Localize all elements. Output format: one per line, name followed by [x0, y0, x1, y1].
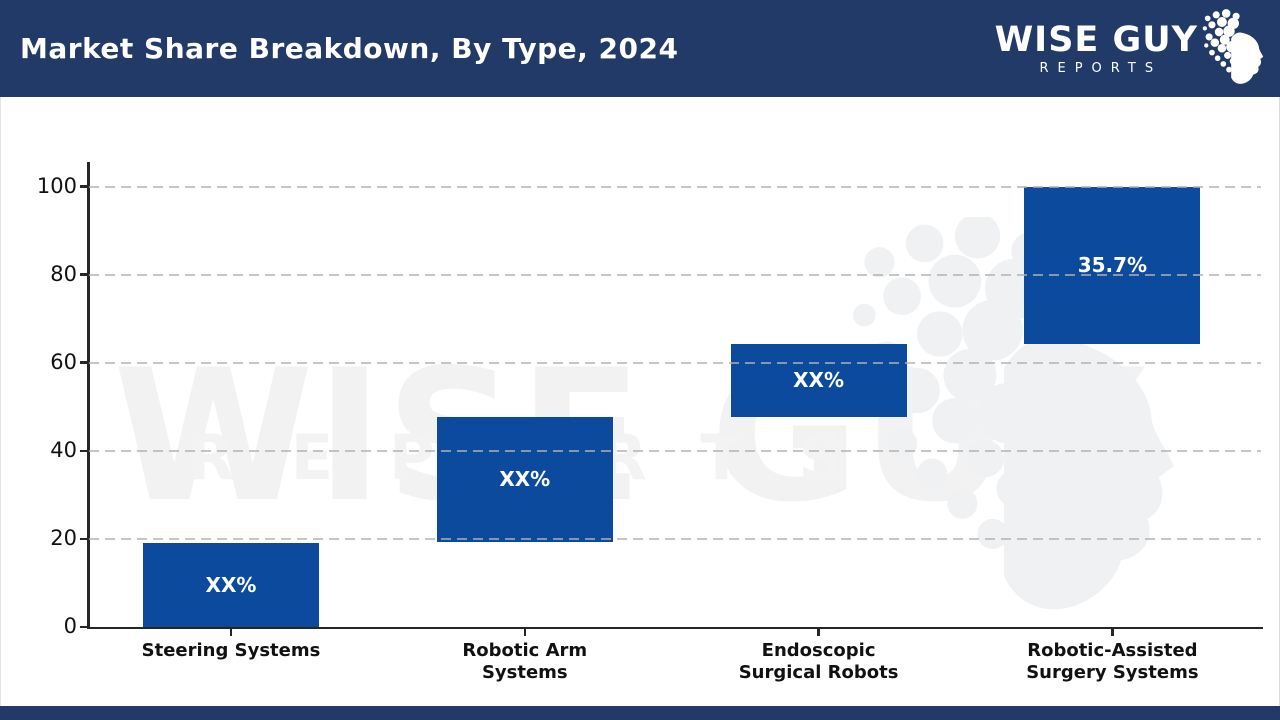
category-label-line: Surgical Robots: [738, 662, 899, 683]
category-label-line: Surgery Systems: [1026, 662, 1199, 683]
category-label: Endoscopic Surgical Robots: [679, 640, 959, 684]
y-tick-label: 0: [63, 614, 77, 638]
bar-endoscopic-surgical-robots: [730, 343, 907, 417]
gridline: [89, 185, 1261, 188]
y-tick-mark: [80, 185, 88, 188]
category-label-line: Robotic Arm: [462, 640, 588, 661]
category-label: Robotic-Assisted Surgery Systems: [972, 640, 1252, 684]
y-tick-label: 80: [50, 261, 77, 286]
bar-value-label: XX%: [205, 573, 257, 598]
category-label: Steering Systems: [91, 640, 371, 662]
page-title: Market Share Breakdown, By Type, 2024: [20, 32, 679, 65]
footer-bar: [0, 706, 1280, 720]
category-label-line: Robotic-Assisted: [1027, 640, 1198, 661]
x-tick-mark: [817, 629, 820, 636]
y-tick-mark: [80, 537, 88, 541]
y-axis-line: [87, 162, 90, 628]
watermark-head-icon: [853, 217, 1174, 610]
y-tick-mark: [80, 449, 88, 453]
bar-value-label: 35.7%: [1077, 253, 1148, 278]
gridline: [89, 537, 1261, 540]
y-tick-mark: [80, 273, 88, 276]
category-label-line: Endoscopic: [761, 640, 876, 661]
bar-robotic-assisted-surgery-systems: [1024, 186, 1201, 344]
y-tick-mark: [80, 361, 88, 364]
category-label: Robotic Arm Systems: [385, 640, 665, 684]
header-bar: Market Share Breakdown, By Type, 2024 WI…: [0, 0, 1280, 97]
y-tick-mark: [80, 625, 88, 629]
brand-logo-text: WISE GUY REPORTS: [995, 22, 1198, 76]
brand-logo: WISE GUY REPORTS: [995, 8, 1280, 89]
y-tick-label: 60: [50, 349, 77, 374]
category-label-line: Steering Systems: [141, 640, 321, 661]
brand-subname: REPORTS: [1039, 60, 1163, 76]
x-tick-mark: [1111, 629, 1114, 636]
gridline: [89, 361, 1261, 364]
x-axis-line: [87, 626, 1263, 629]
y-tick-label: 40: [50, 437, 77, 462]
brand-name: WISE GUY: [994, 19, 1198, 60]
bar-robotic-arm-systems: [436, 416, 613, 542]
gridline: [89, 273, 1261, 276]
x-tick-mark: [523, 629, 527, 636]
x-tick-mark: [229, 629, 233, 636]
y-tick-label: 20: [50, 525, 77, 550]
wiseguy-head-icon: [1202, 8, 1264, 84]
bar-value-label: XX%: [499, 467, 551, 492]
gridline: [89, 449, 1261, 452]
figure-area: WISE GUY REPORTS 020406080100XX%Steering…: [0, 97, 1280, 706]
category-label-line: Systems: [481, 662, 568, 683]
bar-value-label: XX%: [793, 368, 845, 393]
y-tick-label: 100: [36, 173, 77, 198]
bar-steering-systems: [143, 543, 319, 627]
